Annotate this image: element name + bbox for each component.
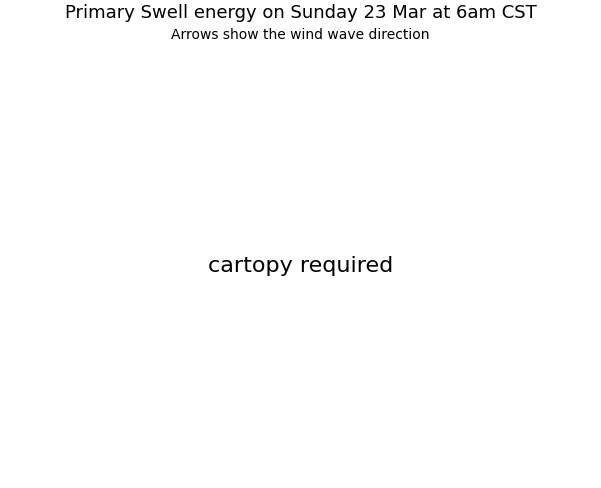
Text: Arrows show the wind wave direction: Arrows show the wind wave direction — [171, 28, 430, 42]
Text: Primary Swell energy on Sunday 23 Mar at 6am CST: Primary Swell energy on Sunday 23 Mar at… — [65, 3, 536, 21]
Text: cartopy required: cartopy required — [208, 257, 393, 276]
